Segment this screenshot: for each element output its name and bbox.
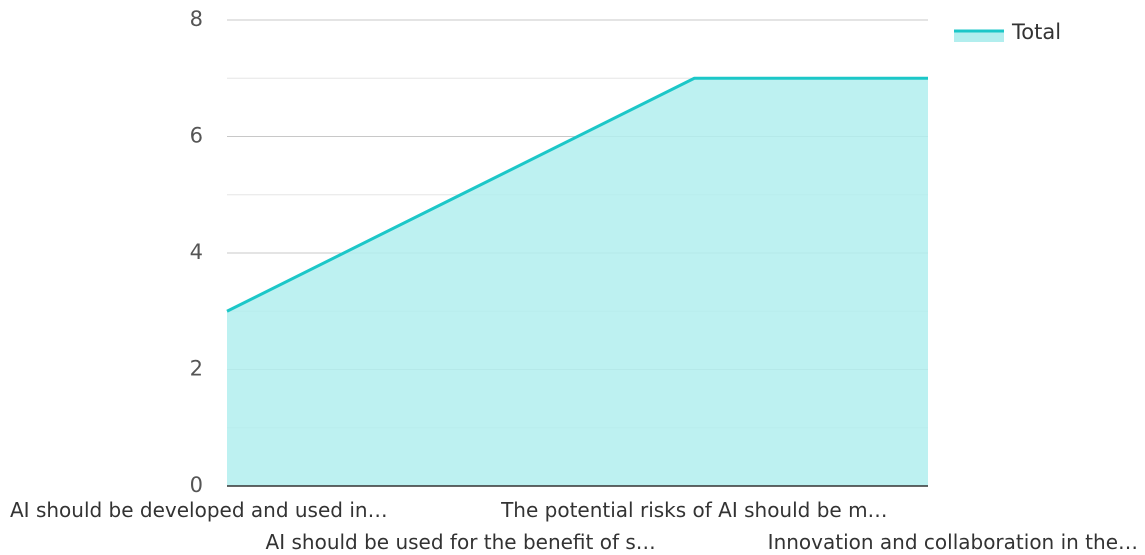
series-area-fill [227,78,928,486]
x-category-label: AI should be used for the benefit of s… [266,530,656,554]
y-tick-label: 4 [190,240,203,264]
x-category-label: The potential risks of AI should be m… [500,498,887,522]
x-axis-labels: AI should be developed and used in… AI sh… [10,498,1138,554]
x-category-label: AI should be developed and used in… [10,498,388,522]
legend-label: Total [1011,20,1061,44]
x-category-label: Innovation and collaboration in the… [768,530,1138,554]
y-tick-label: 8 [190,7,203,31]
y-tick-label: 6 [190,124,203,148]
y-tick-label: 2 [190,357,203,381]
legend-swatch [954,31,1004,42]
y-axis-ticks: 0 2 4 6 8 [190,7,203,497]
y-tick-label: 0 [190,473,203,497]
series-line [226,76,928,313]
legend: Total [954,20,1061,44]
